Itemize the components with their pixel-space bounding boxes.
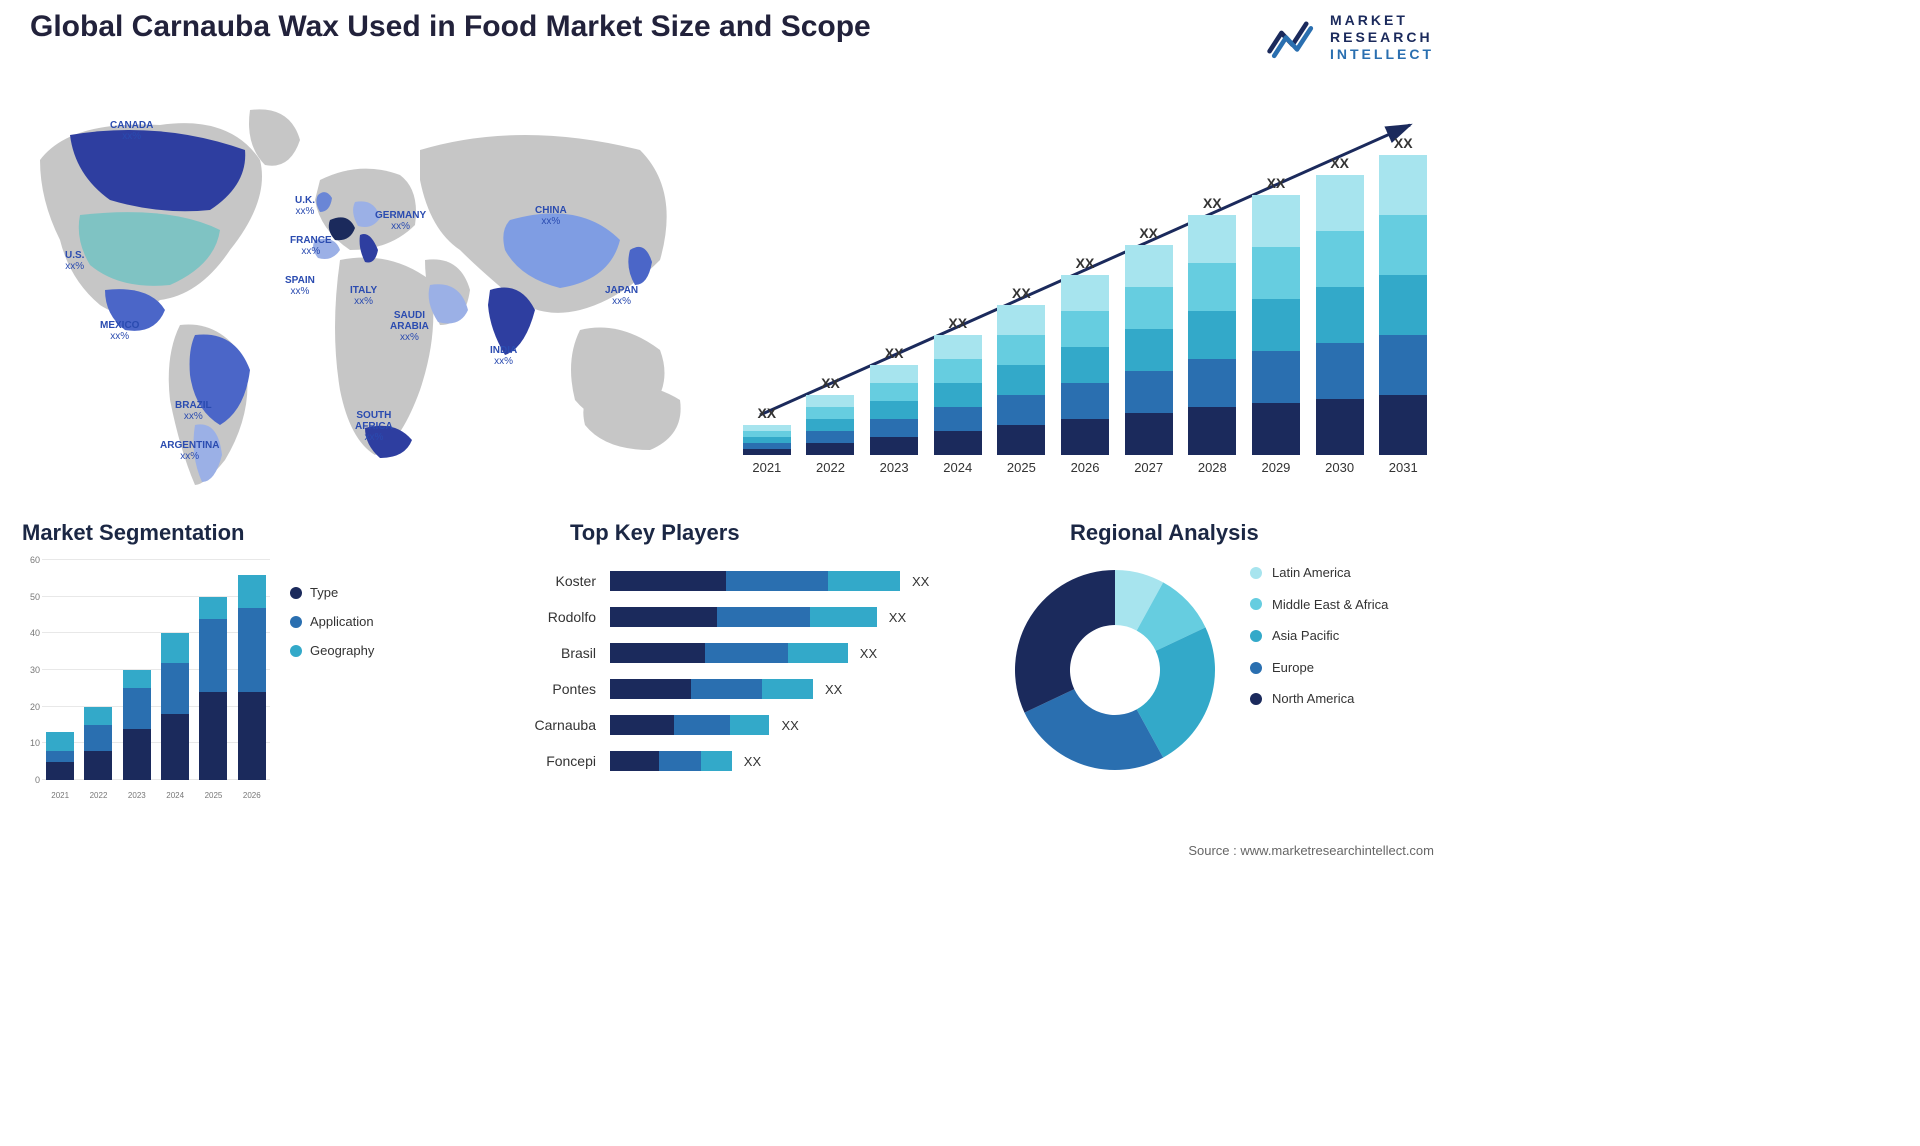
growth-year-label: 2022 — [804, 460, 858, 475]
legend-item: Europe — [1250, 660, 1388, 676]
players-title: Top Key Players — [570, 520, 740, 546]
map-label: SAUDIARABIAxx% — [390, 310, 429, 343]
growth-year-label: 2023 — [867, 460, 921, 475]
map-label: CHINAxx% — [535, 205, 567, 227]
source-text: Source : www.marketresearchintellect.com — [1188, 843, 1434, 858]
segmentation-title: Market Segmentation — [22, 520, 245, 546]
growth-bar: XX — [1313, 155, 1367, 455]
legend-item: Type — [290, 585, 374, 600]
logo: MARKET RESEARCH INTELLECT — [1265, 10, 1434, 65]
segmentation-legend: Type Application Geography — [290, 585, 374, 672]
player-row: RodolfoXX — [470, 601, 980, 633]
growth-year-label: 2024 — [931, 460, 985, 475]
growth-year-label: 2025 — [995, 460, 1049, 475]
player-row: BrasilXX — [470, 637, 980, 669]
map-label: ITALYxx% — [350, 285, 377, 307]
regional-legend: Latin America Middle East & Africa Asia Pa… — [1250, 565, 1388, 723]
growth-bar: XX — [931, 315, 985, 455]
map-label: ARGENTINAxx% — [160, 440, 219, 462]
logo-line: RESEARCH — [1330, 29, 1434, 46]
growth-bar: XX — [1376, 135, 1430, 455]
player-row: FoncepiXX — [470, 745, 980, 777]
growth-year-label: 2029 — [1249, 460, 1303, 475]
growth-year-label: 2031 — [1376, 460, 1430, 475]
map-label: FRANCExx% — [290, 235, 332, 257]
map-label: GERMANYxx% — [375, 210, 426, 232]
growth-bar: XX — [740, 405, 794, 455]
map-label: U.S.xx% — [65, 250, 84, 272]
logo-line: INTELLECT — [1330, 46, 1434, 63]
growth-bar: XX — [804, 375, 858, 455]
growth-year-label: 2027 — [1122, 460, 1176, 475]
growth-chart: XXXXXXXXXXXXXXXXXXXXXX 20212022202320242… — [740, 95, 1430, 475]
legend-item: Geography — [290, 643, 374, 658]
logo-line: MARKET — [1330, 12, 1434, 29]
map-label: SPAINxx% — [285, 275, 315, 297]
legend-item: Latin America — [1250, 565, 1388, 581]
map-label: BRAZILxx% — [175, 400, 212, 422]
segmentation-bar — [82, 707, 114, 780]
growth-year-label: 2026 — [1058, 460, 1112, 475]
page-title: Global Carnauba Wax Used in Food Market … — [30, 10, 871, 44]
donut-svg — [1000, 555, 1230, 785]
legend-item: North America — [1250, 691, 1388, 707]
regional-title: Regional Analysis — [1070, 520, 1259, 546]
growth-bar: XX — [995, 285, 1049, 455]
growth-bar: XX — [1249, 175, 1303, 455]
segmentation-chart: 0102030405060 202120222023202420252026 T… — [20, 555, 440, 810]
legend-item: Middle East & Africa — [1250, 597, 1388, 613]
growth-bar: XX — [1122, 225, 1176, 455]
players-chart: KosterXX RodolfoXX BrasilXX PontesXX Carnaub… — [470, 555, 980, 810]
segmentation-bar — [197, 597, 229, 780]
map-label: JAPANxx% — [605, 285, 638, 307]
player-row: KosterXX — [470, 565, 980, 597]
growth-year-label: 2030 — [1313, 460, 1367, 475]
segmentation-bar — [236, 575, 268, 780]
map-label: U.K.xx% — [295, 195, 315, 217]
map-label: SOUTHAFRICAxx% — [355, 410, 393, 443]
logo-text: MARKET RESEARCH INTELLECT — [1330, 12, 1434, 62]
player-row: CarnaubaXX — [470, 709, 980, 741]
legend-item: Asia Pacific — [1250, 628, 1388, 644]
logo-mark-icon — [1265, 10, 1320, 65]
segmentation-bar — [121, 670, 153, 780]
player-row: PontesXX — [470, 673, 980, 705]
segmentation-bar — [44, 732, 76, 780]
segmentation-bar — [159, 633, 191, 780]
growth-bar: XX — [867, 345, 921, 455]
map-label: MEXICOxx% — [100, 320, 139, 342]
growth-bar: XX — [1185, 195, 1239, 455]
growth-year-label: 2028 — [1185, 460, 1239, 475]
legend-item: Application — [290, 614, 374, 629]
world-map: CANADAxx% U.S.xx% MEXICOxx% BRAZILxx% ARGENT… — [20, 90, 700, 500]
growth-bar: XX — [1058, 255, 1112, 455]
donut-slice — [1015, 570, 1115, 713]
growth-year-label: 2021 — [740, 460, 794, 475]
map-label: CANADAxx% — [110, 120, 153, 142]
regional-chart: Latin America Middle East & Africa Asia Pa… — [1000, 555, 1440, 810]
map-label: INDIAxx% — [490, 345, 517, 367]
